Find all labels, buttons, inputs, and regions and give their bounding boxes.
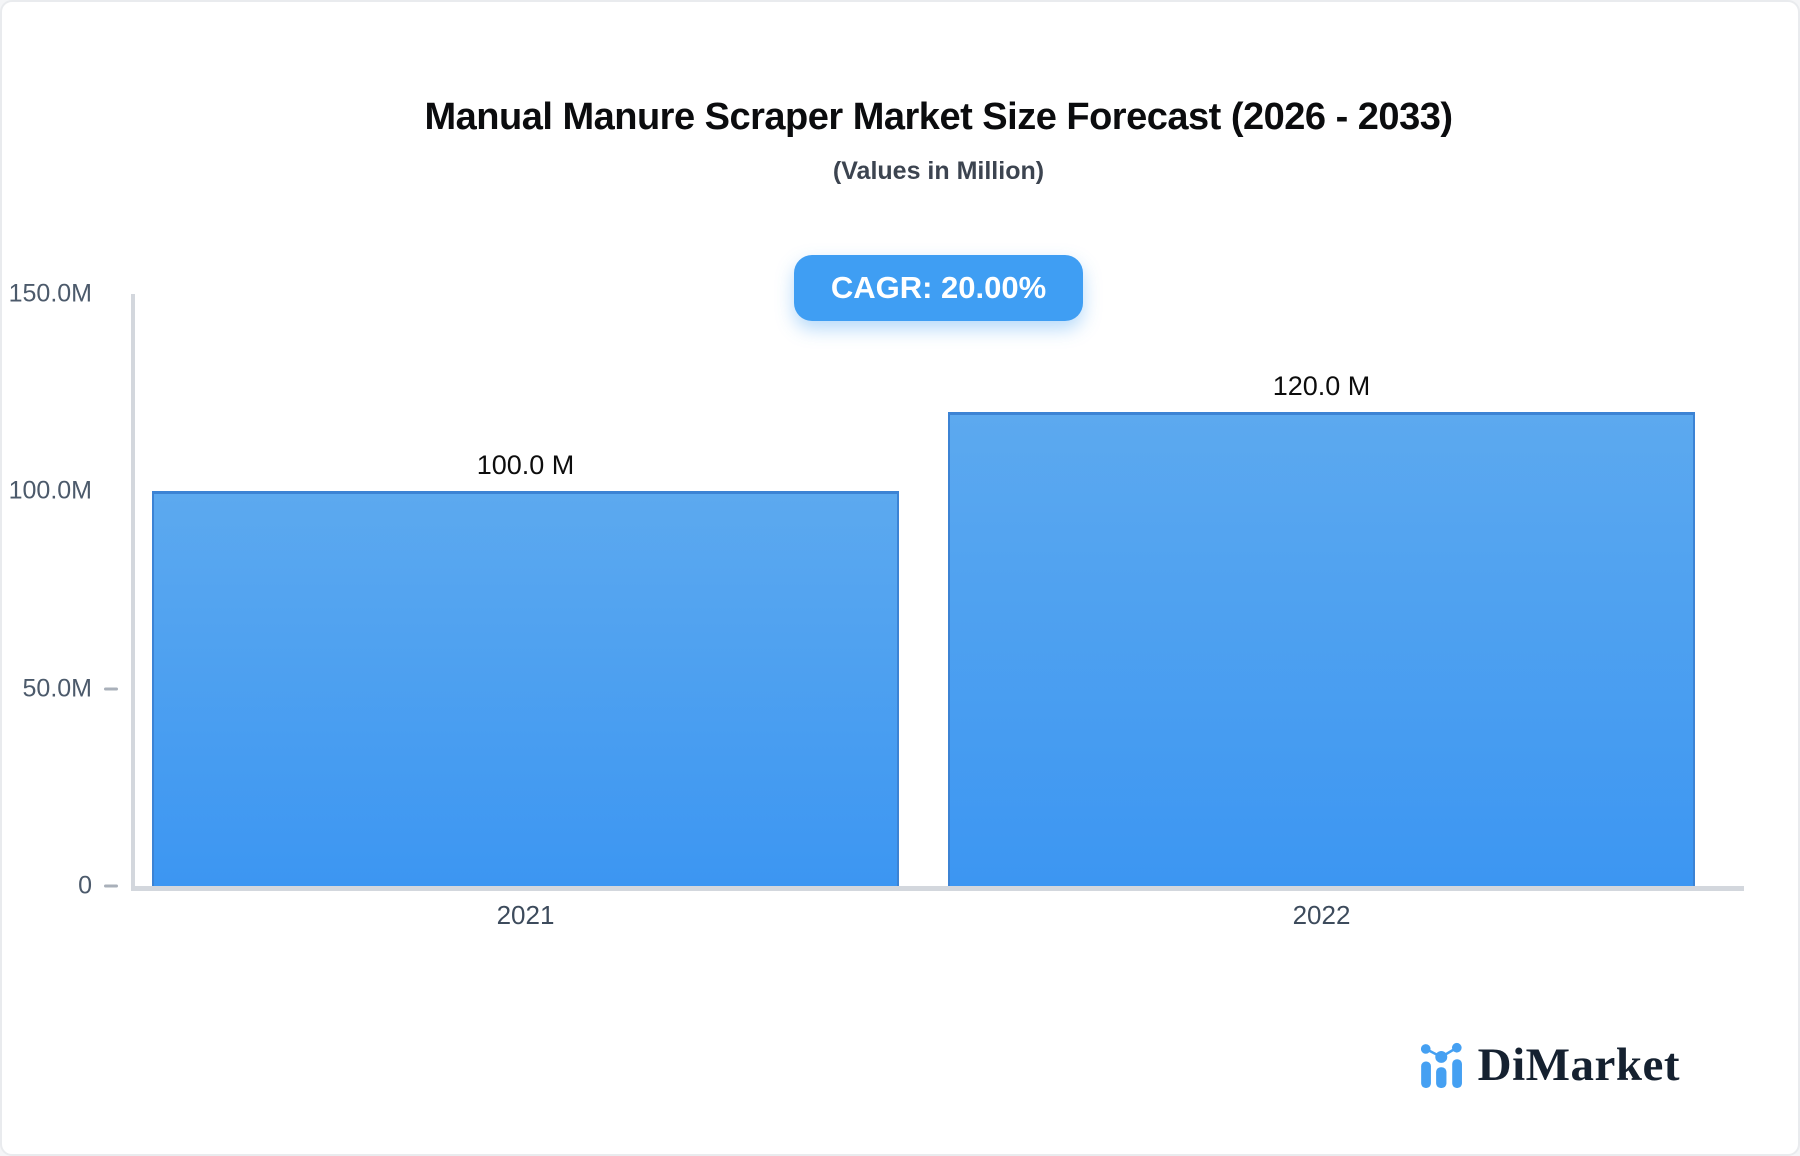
bar-2022 <box>948 412 1695 886</box>
chart-header: Manual Manure Scraper Market Size Foreca… <box>133 96 1744 186</box>
bar-value-label: 120.0 M <box>1272 371 1371 402</box>
brand-logo: DiMarket <box>1420 1038 1680 1092</box>
y-axis-tick-label: 50.0M <box>22 674 92 703</box>
chart-title: Manual Manure Scraper Market Size Foreca… <box>424 96 1453 138</box>
y-axis-tick-label: 0 <box>78 871 92 900</box>
y-axis: 150.0M 100.0M 50.0M 0 <box>2 280 133 900</box>
brand-logo-text: DiMarket <box>1477 1039 1680 1091</box>
cagr-badge: CAGR: 20.00% <box>793 255 1084 321</box>
x-axis-category-label: 2021 <box>496 900 555 930</box>
y-axis-tick-label: 100.0M <box>8 476 92 505</box>
x-axis-category-label: 2022 <box>1292 900 1351 930</box>
y-axis-tick-mark <box>104 884 118 888</box>
chart-subtitle: (Values in Million) <box>832 157 1045 185</box>
cagr-badge-row: CAGR: 20.00% <box>133 255 1744 321</box>
bar-value-label: 100.0 M <box>476 450 575 481</box>
bar-2021 <box>152 491 899 886</box>
y-axis-line <box>131 294 135 890</box>
x-axis-line <box>131 886 1744 891</box>
bar-column-2021: 100.0 M 2021 <box>152 294 899 930</box>
y-axis-tick-mark <box>104 687 118 691</box>
plot-area: 100.0 M 2021 120.0 M 2022 <box>133 294 1744 930</box>
y-axis-tick-label: 150.0M <box>8 279 92 308</box>
bar-chart-icon <box>1420 1042 1462 1088</box>
bar-column-2022: 120.0 M 2022 <box>948 294 1695 930</box>
